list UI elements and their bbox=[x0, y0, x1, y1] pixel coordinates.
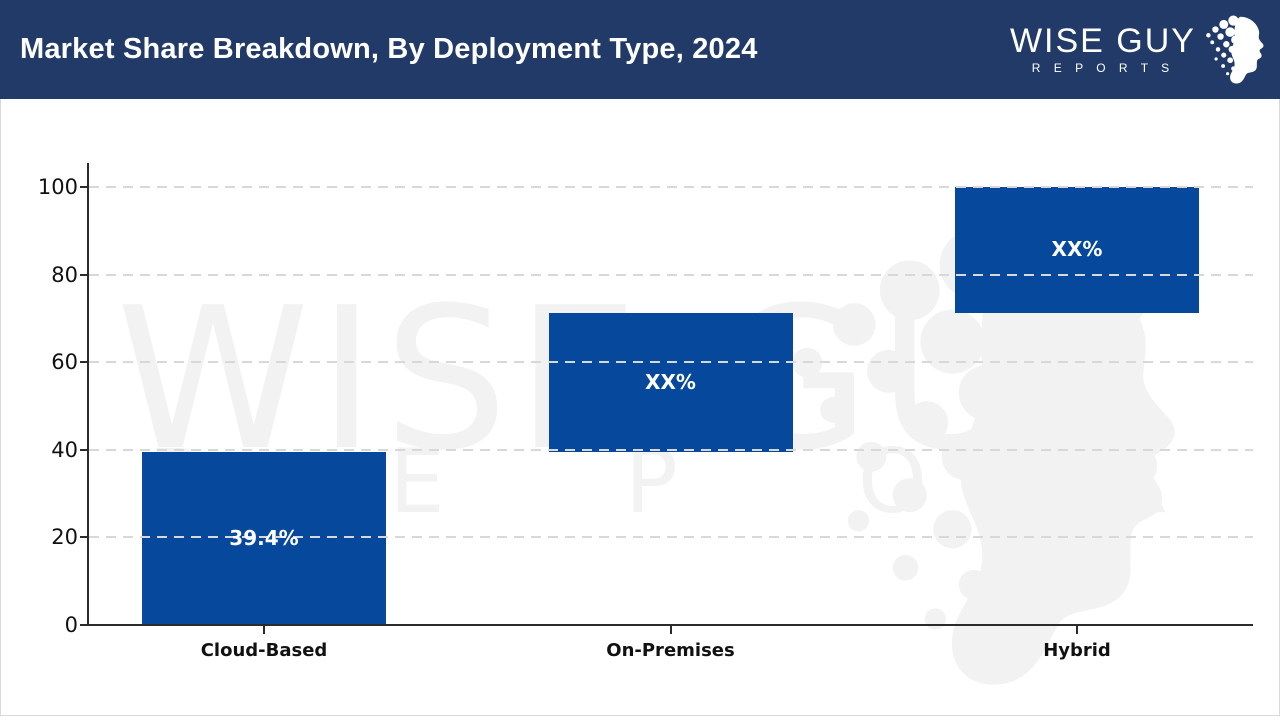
y-tick-80 bbox=[80, 273, 87, 276]
x-axis-label-Hybrid: Hybrid bbox=[1043, 640, 1111, 661]
bar-Cloud-Based bbox=[142, 452, 386, 625]
x-tick-Cloud-Based bbox=[263, 626, 265, 634]
gridline-20 bbox=[89, 536, 1253, 539]
bar-value-label: 39.4% bbox=[229, 525, 299, 550]
gridline-60 bbox=[89, 361, 1253, 364]
logo-wordmark: WISE GUY bbox=[1009, 22, 1196, 61]
logo-subtitle: R E P O R T S bbox=[1031, 60, 1175, 75]
header: Market Share Breakdown, By Deployment Ty… bbox=[0, 0, 1280, 99]
bar-Hybrid bbox=[955, 187, 1199, 314]
x-tick-On-Premises bbox=[669, 626, 672, 634]
y-tick-label: 100 bbox=[37, 175, 78, 199]
bar-On-Premises bbox=[548, 313, 793, 453]
bar-value-label: XX% bbox=[645, 369, 696, 394]
x-axis-label-Cloud-Based: Cloud-Based bbox=[200, 640, 328, 661]
y-tick-100 bbox=[80, 186, 87, 188]
y-tick-0 bbox=[80, 624, 87, 626]
y-tick-label: 60 bbox=[51, 350, 78, 375]
y-axis bbox=[87, 163, 89, 626]
y-tick-label: 0 bbox=[64, 613, 78, 637]
dotted-head-icon bbox=[1206, 14, 1264, 84]
y-tick-40 bbox=[80, 448, 87, 451]
x-axis-label-On-Premises: On-Premises bbox=[606, 640, 735, 661]
y-tick-60 bbox=[80, 361, 87, 364]
gridline-40 bbox=[89, 448, 1253, 451]
bar-value-label: XX% bbox=[1051, 237, 1103, 262]
y-tick-label: 40 bbox=[51, 437, 78, 462]
y-tick-label: 20 bbox=[51, 525, 78, 550]
gridline-80 bbox=[89, 273, 1253, 276]
y-tick-label: 80 bbox=[51, 262, 78, 287]
x-tick-Hybrid bbox=[1076, 626, 1078, 634]
gridline-100 bbox=[89, 186, 1253, 188]
page-title: Market Share Breakdown, By Deployment Ty… bbox=[20, 33, 758, 65]
logo-text: WISE GUY R E P O R T S bbox=[1009, 22, 1196, 75]
y-tick-20 bbox=[80, 536, 87, 539]
x-axis bbox=[87, 624, 1253, 626]
wise-guy-logo: WISE GUY R E P O R T S bbox=[1010, 10, 1266, 90]
